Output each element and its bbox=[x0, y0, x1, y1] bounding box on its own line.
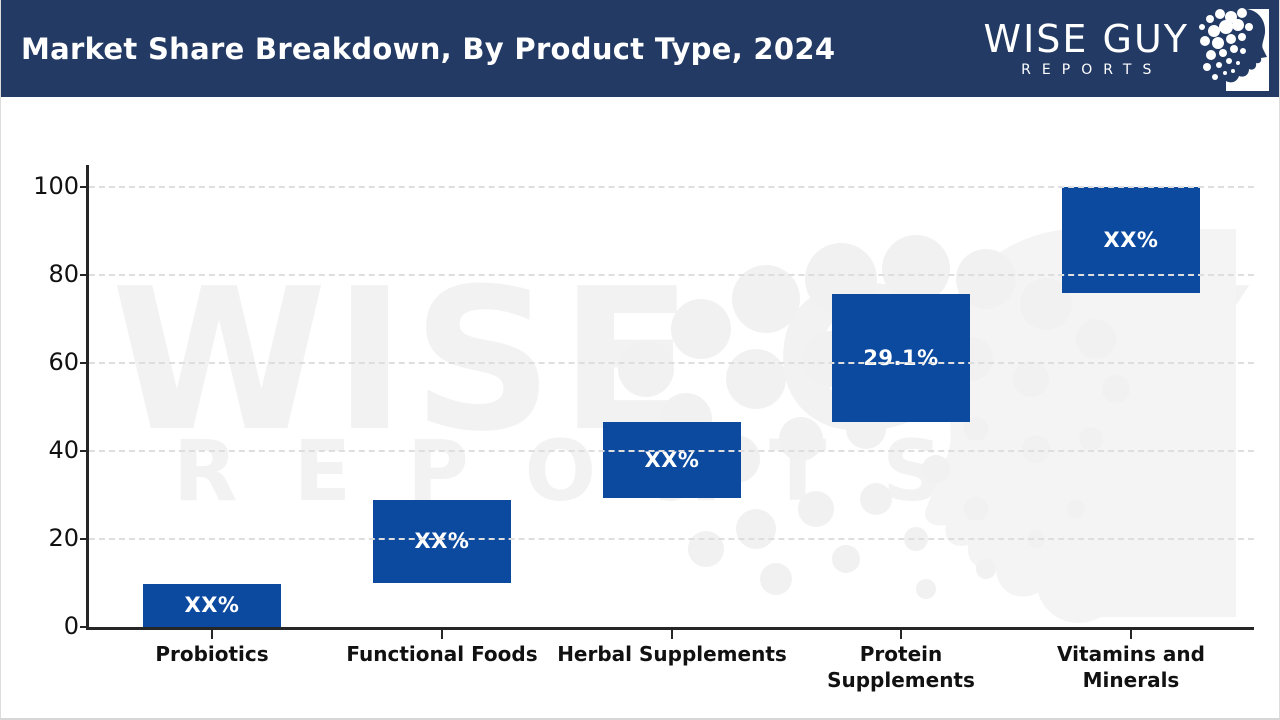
bar-value-label: XX% bbox=[414, 529, 470, 554]
header: Market Share Breakdown, By Product Type,… bbox=[1, 0, 1279, 97]
gridline-100 bbox=[89, 186, 1254, 188]
gridline-60 bbox=[89, 362, 1254, 364]
bar-value-label: XX% bbox=[1103, 228, 1159, 253]
chart-area: WISE GUY REPORTS XX% XX% XX% 29.1% XX% 0 20 40 6… bbox=[1, 97, 1279, 718]
y-tickmark-80 bbox=[80, 274, 89, 276]
y-tick-label-100: 100 bbox=[33, 172, 79, 200]
logo-subtext: REPORTS bbox=[1021, 61, 1163, 78]
y-tick-label-80: 80 bbox=[48, 260, 79, 288]
bar-functional-foods: XX% bbox=[373, 499, 511, 583]
logo-face-dots-icon bbox=[1199, 7, 1269, 91]
bar-value-label: XX% bbox=[644, 448, 700, 472]
y-tick-label-0: 0 bbox=[63, 612, 79, 640]
y-tick-label-60: 60 bbox=[48, 348, 79, 376]
x-tick-label-4: Protein Supplements bbox=[827, 642, 975, 692]
y-axis-line bbox=[86, 165, 89, 630]
watermark-face-dots bbox=[618, 229, 1236, 623]
x-tick-label-1: Probiotics bbox=[155, 642, 269, 666]
bar-vitamins-and-minerals: XX% bbox=[1062, 187, 1200, 294]
x-axis-line bbox=[86, 627, 1254, 630]
x-tick-label-2: Functional Foods bbox=[346, 642, 538, 666]
logo-wordmark: WISE GUY REPORTS bbox=[984, 20, 1189, 78]
x-tick-label-3: Herbal Supplements bbox=[557, 642, 787, 666]
x-tickmark-4 bbox=[900, 630, 902, 639]
gridline-20 bbox=[89, 538, 1254, 540]
x-tickmark-3 bbox=[671, 630, 673, 639]
waterfall-chart: XX% XX% XX% 29.1% XX% 0 20 40 60 80 100 Probiotics F… bbox=[1, 97, 1279, 718]
x-tick-label-5: Vitamins and Minerals bbox=[1057, 642, 1205, 692]
bar-value-label: XX% bbox=[184, 593, 240, 618]
gridline-80 bbox=[89, 274, 1254, 276]
x-tickmark-2 bbox=[441, 630, 443, 639]
y-tickmark-40 bbox=[80, 450, 89, 452]
y-tickmark-100 bbox=[80, 186, 89, 188]
y-tickmark-60 bbox=[80, 362, 89, 364]
bar-protein-supplements: 29.1% bbox=[832, 293, 970, 422]
wise-guy-reports-logo: WISE GUY REPORTS bbox=[984, 7, 1269, 91]
logo-wordmark-text: WISE GUY bbox=[983, 16, 1189, 61]
gridline-40 bbox=[89, 450, 1254, 452]
bar-value-label: 29.1% bbox=[863, 345, 939, 370]
y-tick-label-40: 40 bbox=[48, 436, 79, 464]
x-tickmark-5 bbox=[1130, 630, 1132, 639]
x-tickmark-1 bbox=[211, 630, 213, 639]
chart-title: Market Share Breakdown, By Product Type,… bbox=[21, 31, 836, 66]
bar-probiotics: XX% bbox=[143, 583, 281, 627]
y-tick-label-20: 20 bbox=[48, 524, 79, 552]
y-tickmark-0 bbox=[80, 626, 89, 628]
y-tickmark-20 bbox=[80, 538, 89, 540]
bar-herbal-supplements: XX% bbox=[603, 421, 741, 499]
